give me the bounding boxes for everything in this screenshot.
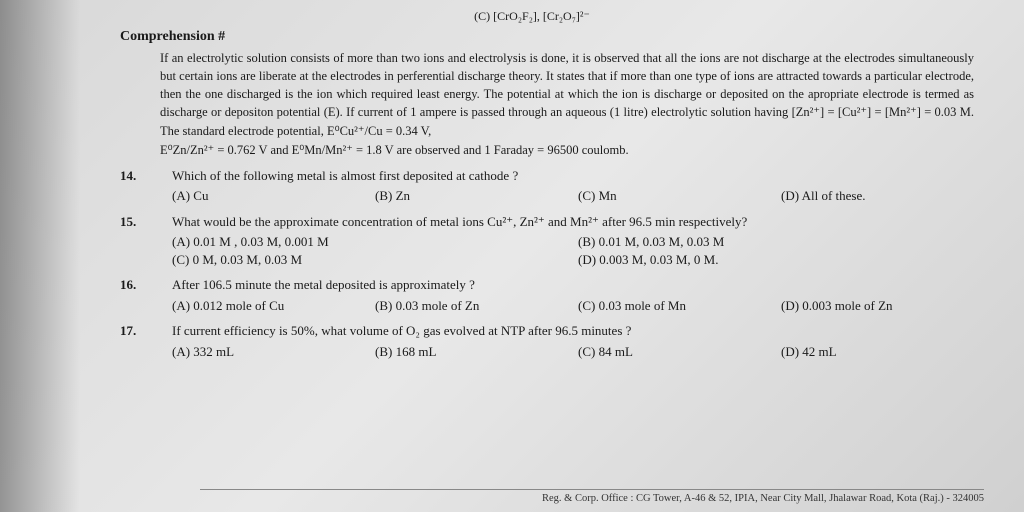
question-15: 15. What would be the approximate concen… (120, 213, 984, 269)
option-c: (C) 84 mL (578, 343, 781, 361)
question-text: If current efficiency is 50%, what volum… (172, 322, 984, 340)
question-body: Which of the following metal is almost f… (172, 167, 984, 205)
question-body: After 106.5 minute the metal deposited i… (172, 276, 984, 314)
option-c: (C) 0 M, 0.03 M, 0.03 M (172, 251, 578, 269)
option-b: (B) Zn (375, 187, 578, 205)
option-a: (A) 0.01 M , 0.03 M, 0.001 M (172, 233, 578, 251)
question-number: 15. (120, 213, 172, 231)
option-b: (B) 0.01 M, 0.03 M, 0.03 M (578, 233, 984, 251)
option-a: (A) 332 mL (172, 343, 375, 361)
option-b: (B) 0.03 mole of Zn (375, 297, 578, 315)
question-14: 14. Which of the following metal is almo… (120, 167, 984, 205)
question-text: Which of the following metal is almost f… (172, 167, 984, 185)
question-number: 16. (120, 276, 172, 294)
page-shadow (0, 0, 80, 512)
option-b: (B) 168 mL (375, 343, 578, 361)
option-d: (D) 42 mL (781, 343, 984, 361)
options-row: (A) Cu (B) Zn (C) Mn (D) All of these. (172, 187, 984, 205)
option-d: (D) All of these. (781, 187, 984, 205)
question-number: 17. (120, 322, 172, 340)
passage-text: If an electrolytic solution consists of … (160, 49, 974, 140)
prior-option-c: (C) [CrO₂F₂], [Cr₂O₇]²⁻ (80, 8, 984, 24)
option-d: (D) 0.003 M, 0.03 M, 0 M. (578, 251, 984, 269)
equation-line: E⁰Zn/Zn²⁺ = 0.762 V and E⁰Mn/Mn²⁺ = 1.8 … (160, 142, 984, 159)
footer-address: Reg. & Corp. Office : CG Tower, A-46 & 5… (200, 489, 984, 506)
option-a: (A) 0.012 mole of Cu (172, 297, 375, 315)
options-row: (A) 332 mL (B) 168 mL (C) 84 mL (D) 42 m… (172, 343, 984, 361)
option-a: (A) Cu (172, 187, 375, 205)
question-text: After 106.5 minute the metal deposited i… (172, 276, 984, 294)
options-row: (A) 0.01 M , 0.03 M, 0.001 M (B) 0.01 M,… (172, 233, 984, 268)
question-16: 16. After 106.5 minute the metal deposit… (120, 276, 984, 314)
comprehension-title: Comprehension # (120, 28, 984, 47)
option-c: (C) Mn (578, 187, 781, 205)
options-row: (A) 0.012 mole of Cu (B) 0.03 mole of Zn… (172, 297, 984, 315)
question-number: 14. (120, 167, 172, 185)
option-d: (D) 0.003 mole of Zn (781, 297, 984, 315)
question-body: What would be the approximate concentrat… (172, 213, 984, 269)
option-c: (C) 0.03 mole of Mn (578, 297, 781, 315)
question-17: 17. If current efficiency is 50%, what v… (120, 322, 984, 360)
question-text: What would be the approximate concentrat… (172, 213, 984, 231)
question-body: If current efficiency is 50%, what volum… (172, 322, 984, 360)
